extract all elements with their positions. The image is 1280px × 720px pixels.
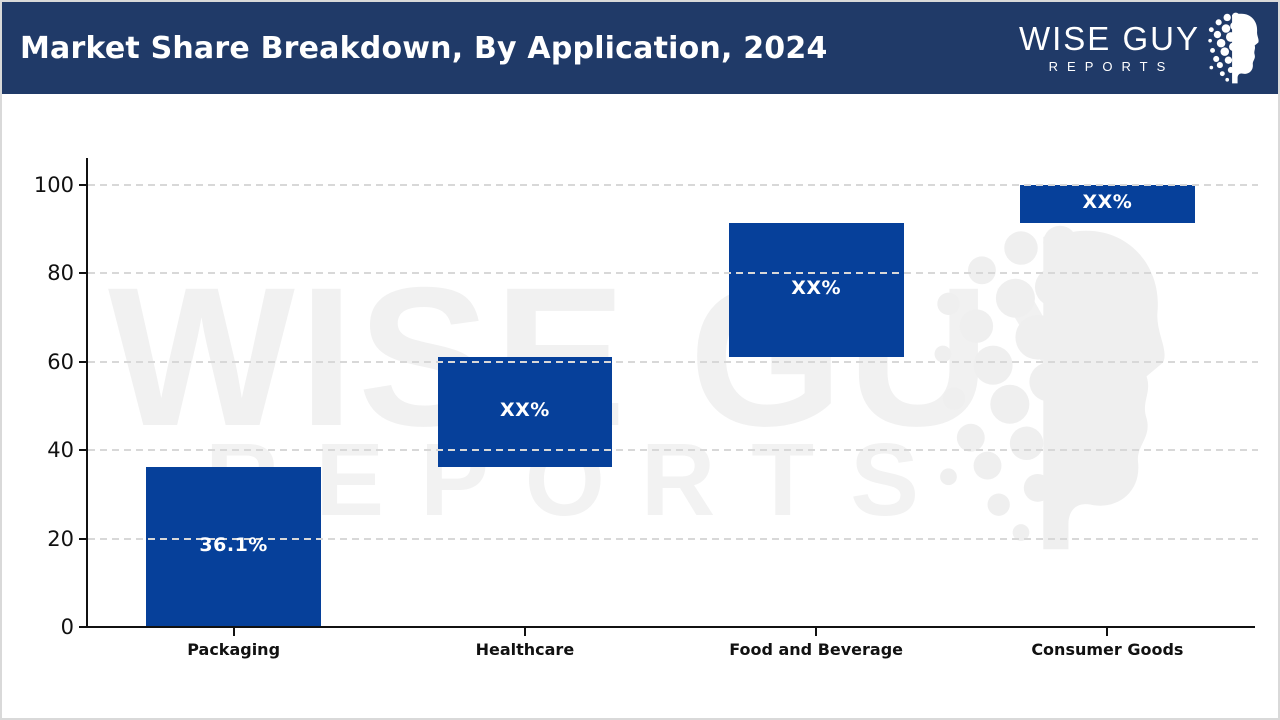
gridline-100 (88, 184, 1258, 186)
x-tick-mark (523, 628, 526, 636)
x-tick-mark (1106, 628, 1109, 636)
bar-healthcare (437, 357, 613, 468)
y-tick-label: 60 (47, 349, 74, 374)
y-tick-mark (79, 537, 87, 540)
y-axis-line (86, 158, 88, 628)
gridline-20 (88, 537, 1258, 540)
header-bar: Market Share Breakdown, By Application, … (2, 2, 1278, 94)
y-tick-label: 100 (33, 173, 74, 197)
x-category-label: Healthcare (475, 640, 575, 659)
wiseguy-logo: WISE GUY REPORTS (1019, 9, 1262, 87)
x-axis-line (86, 626, 1255, 628)
x-tick-mark (232, 628, 235, 636)
x-tick-mark (815, 628, 818, 636)
gridline-40 (88, 449, 1258, 452)
x-category-label: Food and Beverage (729, 640, 904, 659)
bar-value-label: 36.1% (199, 534, 268, 557)
y-tick-label: 80 (47, 261, 74, 286)
bar-consumer-goods (1020, 185, 1195, 223)
gridline-80 (88, 272, 1258, 275)
logo-reports-text: REPORTS (1048, 59, 1175, 74)
gridline-60 (88, 360, 1258, 363)
logo-name-text: WISE GUY (1018, 20, 1200, 57)
y-tick-label: 40 (47, 438, 74, 463)
bar-packaging (146, 467, 321, 627)
y-tick-mark (79, 449, 87, 452)
bar-value-label: XX% (791, 276, 842, 299)
y-tick-mark (79, 626, 87, 628)
y-tick-mark (79, 184, 87, 186)
y-tick-mark (79, 360, 87, 363)
logo-text: WISE GUY REPORTS (1019, 22, 1200, 74)
y-tick-label: 20 (47, 526, 74, 551)
y-tick-mark (79, 272, 87, 275)
x-category-label: Consumer Goods (1031, 640, 1184, 659)
bar-food-and-beverage (728, 222, 904, 358)
y-tick-label: 0 (60, 615, 74, 639)
x-category-label: Packaging (187, 640, 281, 659)
bar-value-label: XX% (1082, 190, 1133, 213)
bar-value-label: XX% (499, 399, 550, 422)
chart-title: Market Share Breakdown, By Application, … (20, 30, 828, 66)
